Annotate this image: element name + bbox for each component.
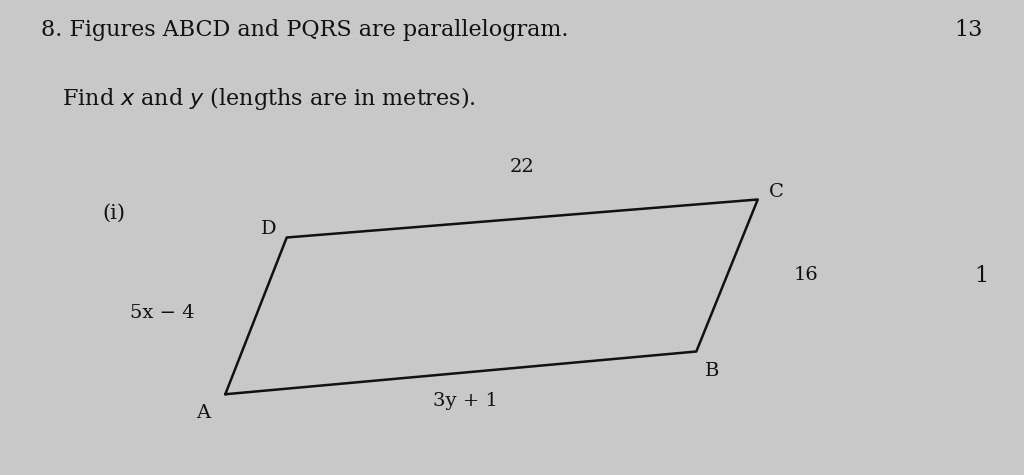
Text: Find $x$ and $y$ (lengths are in metres).: Find $x$ and $y$ (lengths are in metres)… — [41, 86, 476, 113]
Text: (i): (i) — [102, 204, 125, 223]
Text: A: A — [196, 404, 210, 422]
Text: 16: 16 — [794, 266, 818, 285]
Text: D: D — [260, 220, 276, 238]
Text: 1: 1 — [974, 265, 988, 286]
Text: 5x − 4: 5x − 4 — [130, 304, 195, 323]
Text: 8. Figures ABCD and PQRS are parallelogram.: 8. Figures ABCD and PQRS are parallelogr… — [41, 19, 568, 41]
Text: 22: 22 — [510, 158, 535, 176]
Text: 3y + 1: 3y + 1 — [433, 392, 499, 410]
Text: 13: 13 — [954, 19, 983, 41]
Text: B: B — [705, 361, 719, 380]
Text: C: C — [769, 183, 783, 201]
